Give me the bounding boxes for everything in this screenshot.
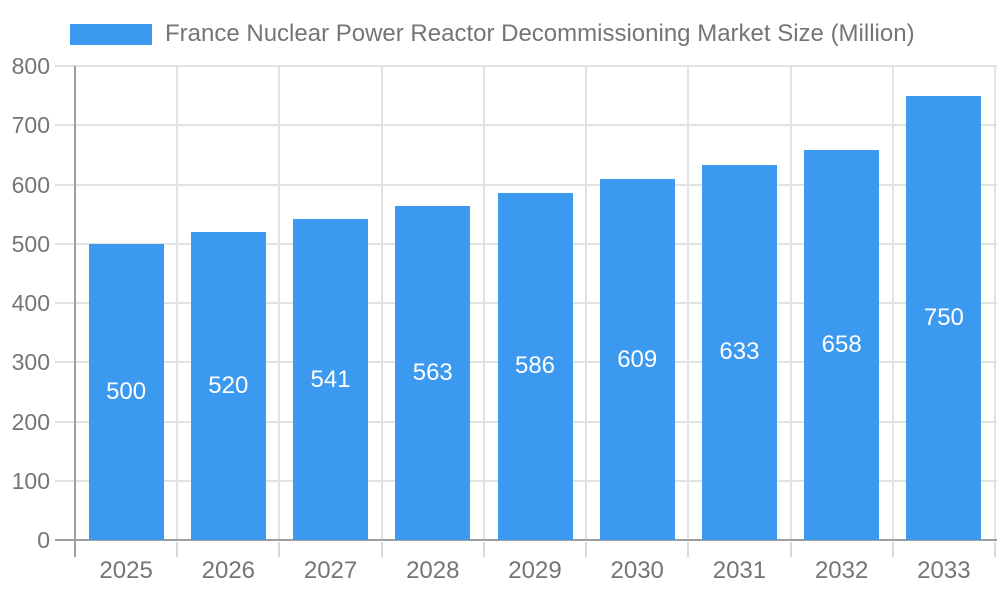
y-axis-tick-label: 400 [11, 290, 50, 316]
gridline-horizontal [55, 183, 997, 186]
y-axis-tick-label: 600 [11, 171, 50, 198]
gridline-horizontal [55, 124, 997, 127]
gridline-vertical [278, 66, 281, 540]
gridline-vertical [891, 66, 894, 540]
bar-2030 [599, 179, 675, 540]
legend-swatch [70, 23, 152, 45]
x-axis-tick-label: 2031 [712, 557, 767, 584]
gridline-horizontal [55, 65, 997, 67]
bar-value-label: 500 [106, 377, 147, 405]
bar-2033 [906, 95, 982, 540]
x-axis-tick-label: 2030 [610, 557, 664, 584]
bar-value-label: 541 [310, 365, 351, 393]
gridline-vertical [585, 66, 588, 540]
legend-label: France Nuclear Power Reactor Decommissio… [165, 20, 915, 47]
x-axis-tick [994, 542, 996, 557]
gridline-vertical [994, 66, 996, 540]
x-axis-tick-label: 2027 [303, 557, 358, 584]
x-axis-tick [482, 542, 485, 557]
y-axis-tick-label: 500 [11, 230, 50, 257]
y-axis-tick-label: 100 [11, 467, 50, 494]
bar-value-label: 658 [821, 331, 862, 359]
x-axis-tick [687, 542, 690, 557]
x-axis-tick [278, 542, 281, 557]
y-axis-tick-label: 0 [37, 527, 50, 553]
bar-2032 [804, 150, 880, 540]
y-axis-line [73, 66, 76, 557]
bar-2025 [88, 243, 164, 540]
x-axis-tick-label: 2028 [406, 557, 460, 584]
bar-value-label: 633 [719, 338, 760, 366]
bar-2031 [701, 164, 777, 540]
bar-value-label: 563 [412, 359, 453, 387]
gridline-vertical [176, 66, 179, 540]
x-axis-tick [891, 542, 894, 557]
x-axis-tick-label: 2033 [917, 557, 971, 584]
x-axis-tick [176, 542, 179, 557]
gridline-vertical [789, 66, 792, 540]
bar-value-label: 520 [208, 371, 249, 399]
x-axis-tick-label: 2025 [99, 557, 153, 584]
y-axis-tick-label: 300 [11, 349, 50, 376]
x-axis-tick-label: 2029 [508, 557, 562, 584]
bar-value-label: 609 [617, 345, 658, 373]
bar-2029 [497, 192, 573, 540]
bar-value-label: 586 [514, 352, 556, 380]
bar-2026 [190, 231, 266, 540]
bar-value-label: 750 [923, 303, 964, 331]
y-axis-tick-label: 200 [11, 408, 50, 435]
y-axis-tick-label: 800 [11, 53, 50, 79]
x-axis-tick [380, 542, 383, 557]
gridline-vertical [380, 66, 383, 540]
x-axis-tick-label: 2026 [201, 557, 256, 584]
bar-2027 [293, 219, 369, 540]
legend: France Nuclear Power Reactor Decommissio… [70, 20, 915, 48]
gridline-vertical [482, 66, 485, 540]
gridline-vertical [687, 66, 690, 540]
x-axis-tick [789, 542, 792, 557]
x-axis-tick-label: 2032 [814, 557, 869, 584]
y-axis-tick-label: 700 [11, 112, 50, 139]
bar-2028 [395, 206, 471, 540]
x-axis-tick [585, 542, 588, 557]
x-axis-line [55, 539, 997, 541]
